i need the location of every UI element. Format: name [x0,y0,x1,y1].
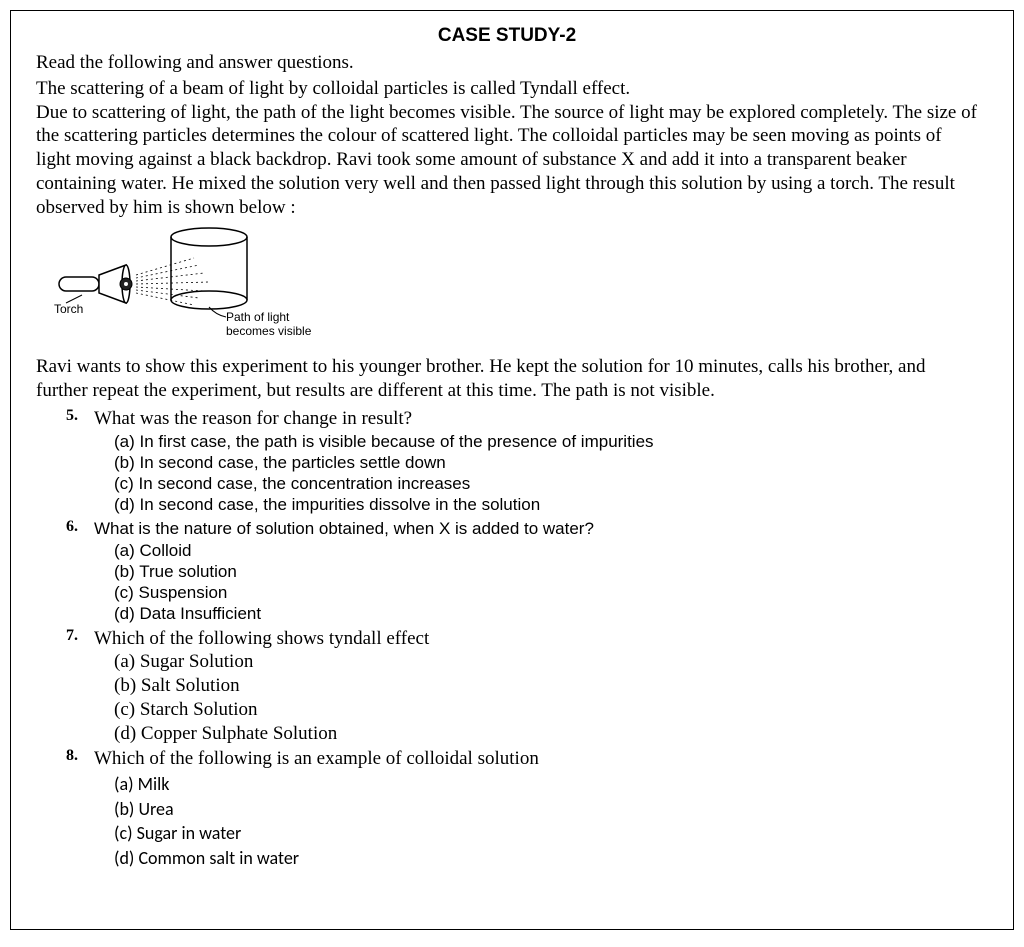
q5-a: (a) In first case, the path is visible b… [114,431,978,452]
q8-a: (a) Milk [114,773,978,796]
tyndall-figure: Torch Path of light becomes visible [54,225,978,345]
passage-2: Ravi wants to show this experiment to hi… [36,355,978,403]
q8-options: (a) Milk (b) Urea (c) Sugar in water (d)… [114,773,978,869]
q7-d: (d) Copper Sulphate Solution [114,722,978,746]
q5-options: (a) In first case, the path is visible b… [114,431,978,516]
q5-b: (b) In second case, the particles settle… [114,452,978,473]
caption-l1-text: Path of light [226,310,290,324]
intro-line: Read the following and answer questions. [36,51,978,75]
q7-b: (b) Salt Solution [114,674,978,698]
q5-c: (c) In second case, the concentration in… [114,473,978,494]
question-8: Which of the following is an example of … [66,747,978,869]
q7-text: Which of the following shows tyndall eff… [94,628,429,649]
q5-d: (d) In second case, the impurities disso… [114,494,978,515]
q8-b: (b) Urea [114,798,978,821]
q6-a: (a) Colloid [114,540,978,561]
q6-text: What is the nature of solution obtained,… [94,519,594,538]
q8-d: (d) Common salt in water [114,847,978,870]
caption-l2-text: becomes visible [226,324,312,338]
passage-1: The scattering of a beam of light by col… [36,77,978,220]
q7-options: (a) Sugar Solution (b) Salt Solution (c)… [114,650,978,745]
q8-text: Which of the following is an example of … [94,748,539,769]
torch-label-text: Torch [54,302,83,316]
q7-c: (c) Starch Solution [114,698,978,722]
case-study-title: CASE STUDY-2 [36,25,978,47]
q6-c: (c) Suspension [114,582,978,603]
q6-b: (b) True solution [114,561,978,582]
q6-d: (d) Data Insufficient [114,603,978,624]
question-list: What was the reason for change in result… [66,407,978,869]
page-frame: CASE STUDY-2 Read the following and answ… [10,10,1014,930]
q7-a: (a) Sugar Solution [114,650,978,674]
question-6: What is the nature of solution obtained,… [66,518,978,625]
torch-beaker-diagram: Torch Path of light becomes visible [54,225,334,340]
q6-options: (a) Colloid (b) True solution (c) Suspen… [114,540,978,625]
question-7: Which of the following shows tyndall eff… [66,627,978,746]
question-5: What was the reason for change in result… [66,407,978,516]
q5-text: What was the reason for change in result… [94,408,412,429]
q8-c: (c) Sugar in water [114,822,978,845]
